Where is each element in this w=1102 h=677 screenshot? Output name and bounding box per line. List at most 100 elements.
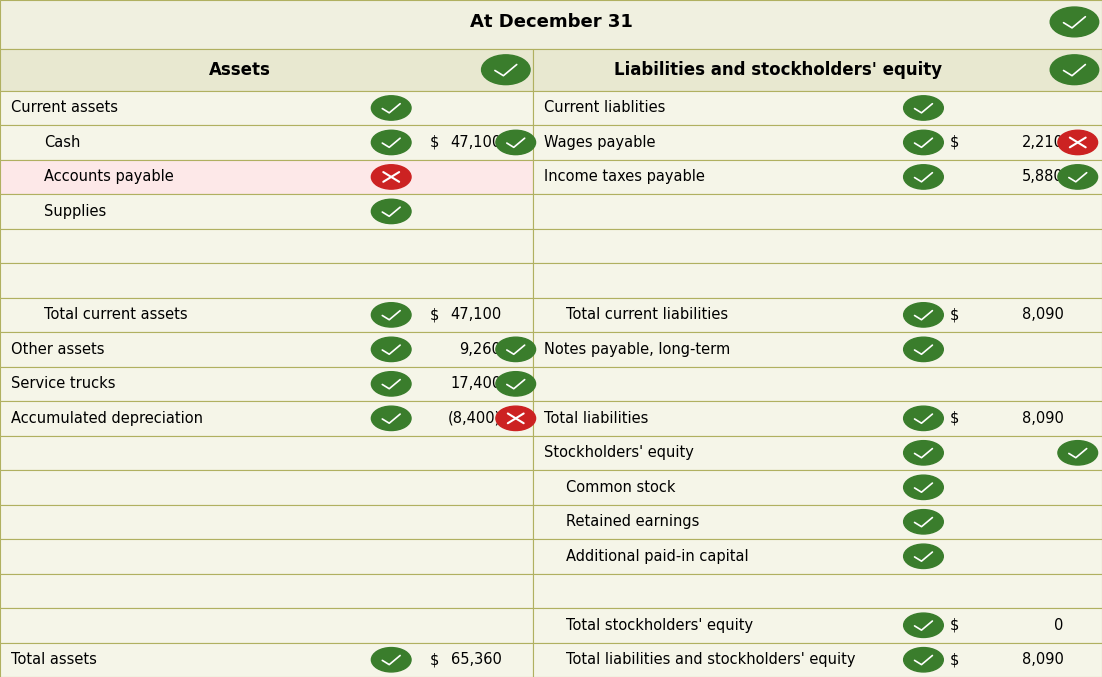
Text: Stockholders' equity: Stockholders' equity [544,445,694,460]
Text: Total stockholders' equity: Total stockholders' equity [566,618,754,633]
Text: Supplies: Supplies [44,204,106,219]
Circle shape [1050,7,1099,37]
FancyBboxPatch shape [533,332,1102,367]
Text: Other assets: Other assets [11,342,105,357]
FancyBboxPatch shape [0,401,533,435]
FancyBboxPatch shape [533,539,1102,573]
Circle shape [1058,441,1098,465]
Text: Retained earnings: Retained earnings [566,515,700,529]
Text: Additional paid-in capital: Additional paid-in capital [566,549,749,564]
Text: 65,360: 65,360 [451,652,501,668]
Text: 8,090: 8,090 [1022,652,1063,668]
Text: Common stock: Common stock [566,480,676,495]
Circle shape [904,648,943,672]
Text: $: $ [430,652,440,668]
FancyBboxPatch shape [0,125,533,160]
Text: Accumulated depreciation: Accumulated depreciation [11,411,203,426]
Text: Wages payable: Wages payable [544,135,656,150]
Text: (8,400): (8,400) [449,411,501,426]
Text: Accounts payable: Accounts payable [44,169,174,184]
Text: $: $ [950,307,960,322]
Text: Cash: Cash [44,135,80,150]
Text: $: $ [950,652,960,668]
FancyBboxPatch shape [533,573,1102,608]
Text: Current liablities: Current liablities [544,100,666,116]
FancyBboxPatch shape [0,573,533,608]
FancyBboxPatch shape [0,539,533,573]
FancyBboxPatch shape [533,504,1102,539]
Circle shape [904,303,943,327]
Text: Total assets: Total assets [11,652,97,668]
Text: $: $ [950,411,960,426]
FancyBboxPatch shape [533,608,1102,642]
Circle shape [904,337,943,362]
Circle shape [371,337,411,362]
Text: Liabilities and stockholders' equity: Liabilities and stockholders' equity [614,61,942,79]
Circle shape [496,406,536,431]
Circle shape [482,55,530,85]
Text: 8,090: 8,090 [1022,307,1063,322]
FancyBboxPatch shape [0,49,533,91]
FancyBboxPatch shape [533,642,1102,677]
Circle shape [904,475,943,500]
FancyBboxPatch shape [533,229,1102,263]
FancyBboxPatch shape [0,298,533,332]
FancyBboxPatch shape [533,367,1102,401]
FancyBboxPatch shape [533,435,1102,470]
Circle shape [904,510,943,534]
Circle shape [1050,55,1099,85]
Text: 8,090: 8,090 [1022,411,1063,426]
Circle shape [371,648,411,672]
Text: At December 31: At December 31 [469,13,633,31]
Circle shape [904,95,943,120]
FancyBboxPatch shape [533,298,1102,332]
Text: $: $ [950,618,960,633]
Circle shape [371,303,411,327]
Circle shape [1058,130,1098,154]
Text: 9,260: 9,260 [460,342,501,357]
Text: Total liabilities and stockholders' equity: Total liabilities and stockholders' equi… [566,652,856,668]
Circle shape [904,165,943,189]
Circle shape [904,544,943,569]
Text: 47,100: 47,100 [450,307,501,322]
FancyBboxPatch shape [0,608,533,642]
Circle shape [371,406,411,431]
FancyBboxPatch shape [0,229,533,263]
Circle shape [496,337,536,362]
Circle shape [904,130,943,154]
Circle shape [371,199,411,223]
FancyBboxPatch shape [533,470,1102,504]
Text: $: $ [430,135,440,150]
Text: 0: 0 [1054,618,1063,633]
Text: Assets: Assets [209,61,271,79]
FancyBboxPatch shape [533,263,1102,298]
FancyBboxPatch shape [0,160,533,194]
Text: 2,210: 2,210 [1022,135,1063,150]
FancyBboxPatch shape [533,401,1102,435]
FancyBboxPatch shape [533,49,1102,91]
Circle shape [496,130,536,154]
Text: 5,880: 5,880 [1022,169,1063,184]
FancyBboxPatch shape [0,435,533,470]
FancyBboxPatch shape [533,194,1102,229]
Circle shape [496,372,536,396]
FancyBboxPatch shape [0,263,533,298]
Text: Notes payable, long-term: Notes payable, long-term [544,342,731,357]
Text: Total liabilities: Total liabilities [544,411,649,426]
FancyBboxPatch shape [0,642,533,677]
FancyBboxPatch shape [533,91,1102,125]
Circle shape [904,406,943,431]
FancyBboxPatch shape [533,160,1102,194]
Text: Current assets: Current assets [11,100,118,116]
FancyBboxPatch shape [0,367,533,401]
Text: 17,400: 17,400 [450,376,501,391]
FancyBboxPatch shape [533,125,1102,160]
FancyBboxPatch shape [0,332,533,367]
Text: $: $ [950,135,960,150]
Circle shape [371,165,411,189]
Circle shape [904,441,943,465]
FancyBboxPatch shape [0,194,533,229]
Text: $: $ [430,307,440,322]
Circle shape [371,372,411,396]
FancyBboxPatch shape [0,91,533,125]
